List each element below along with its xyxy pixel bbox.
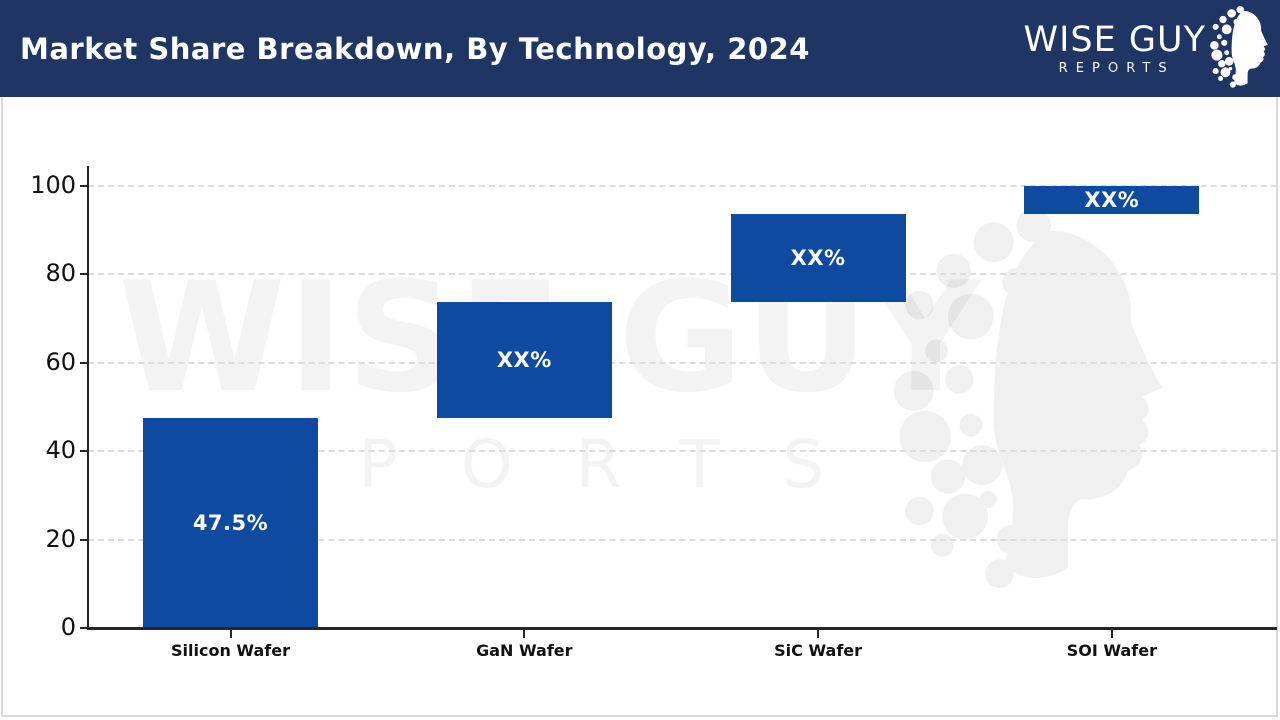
bar-gan-wafer: XX%	[436, 301, 612, 418]
bar-label: XX%	[790, 245, 846, 270]
xtick-label-sic-wafer: SiC Wafer	[774, 641, 863, 660]
ytick-mark-40	[80, 450, 88, 453]
ytick-mark-60	[80, 361, 88, 364]
gridline-20	[88, 538, 1277, 541]
xtick-mark-1	[523, 630, 526, 638]
head-profile-icon	[1210, 5, 1268, 88]
ytick-mark-20	[80, 538, 88, 541]
bar-label: XX%	[1084, 187, 1140, 212]
xtick-label-soi-wafer: SOI Wafer	[1066, 641, 1157, 660]
gridline-80	[88, 273, 1277, 276]
y-axis-spine	[87, 166, 89, 630]
xtick-mark-2	[817, 630, 820, 638]
ytick-label-20: 20	[45, 524, 76, 553]
ytick-label-80: 80	[45, 259, 76, 288]
logo-wordmark: WISE GUY	[1023, 19, 1206, 60]
bar-label: 47.5%	[192, 510, 269, 535]
xtick-label-silicon-wafer: Silicon Wafer	[171, 641, 290, 660]
header-bar: Market Share Breakdown, By Technology, 2…	[0, 0, 1280, 97]
bar-sic-wafer: XX%	[730, 213, 906, 302]
chart-title: Market Share Breakdown, By Technology, 2…	[20, 31, 810, 66]
xtick-mark-0	[229, 630, 232, 638]
ytick-mark-100	[80, 184, 88, 187]
logo-text: WISE GUY REPORTS	[1023, 19, 1206, 76]
gridline-40	[88, 450, 1277, 453]
ytick-label-0: 0	[60, 613, 76, 641]
xtick-mark-3	[1110, 630, 1113, 638]
ytick-mark-80	[80, 273, 88, 276]
bar-silicon-wafer: 47.5%	[143, 417, 318, 628]
xtick-label-gan-wafer: GaN Wafer	[476, 641, 573, 660]
ytick-mark-0	[80, 627, 88, 629]
bar-label: XX%	[496, 347, 552, 372]
logo-subtitle: REPORTS	[1058, 60, 1175, 76]
ytick-label-60: 60	[45, 347, 76, 376]
bar-soi-wafer: XX%	[1024, 185, 1200, 214]
x-axis-spine	[87, 627, 1277, 630]
wise-guy-reports-logo: WISE GUY REPORTS	[1023, 5, 1270, 92]
gridline-100	[88, 184, 1277, 187]
ytick-label-40: 40	[45, 436, 76, 465]
ytick-label-100: 100	[30, 170, 76, 199]
gridline-60	[88, 361, 1277, 364]
